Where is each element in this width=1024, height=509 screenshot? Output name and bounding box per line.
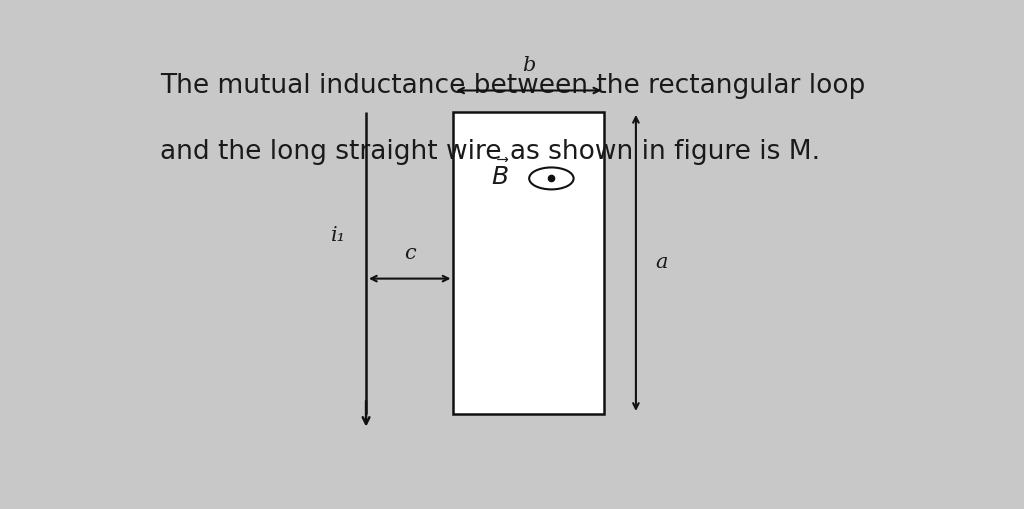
Text: a: a — [655, 253, 669, 272]
Text: i₁: i₁ — [331, 226, 346, 245]
Text: and the long straight wire as shown in figure is M.: and the long straight wire as shown in f… — [160, 139, 820, 165]
Text: The mutual inductance between the rectangular loop: The mutual inductance between the rectan… — [160, 73, 865, 99]
Text: b: b — [522, 56, 536, 75]
Text: c: c — [403, 244, 416, 263]
Text: $\vec{B}$: $\vec{B}$ — [490, 159, 509, 189]
Bar — [454, 112, 604, 414]
